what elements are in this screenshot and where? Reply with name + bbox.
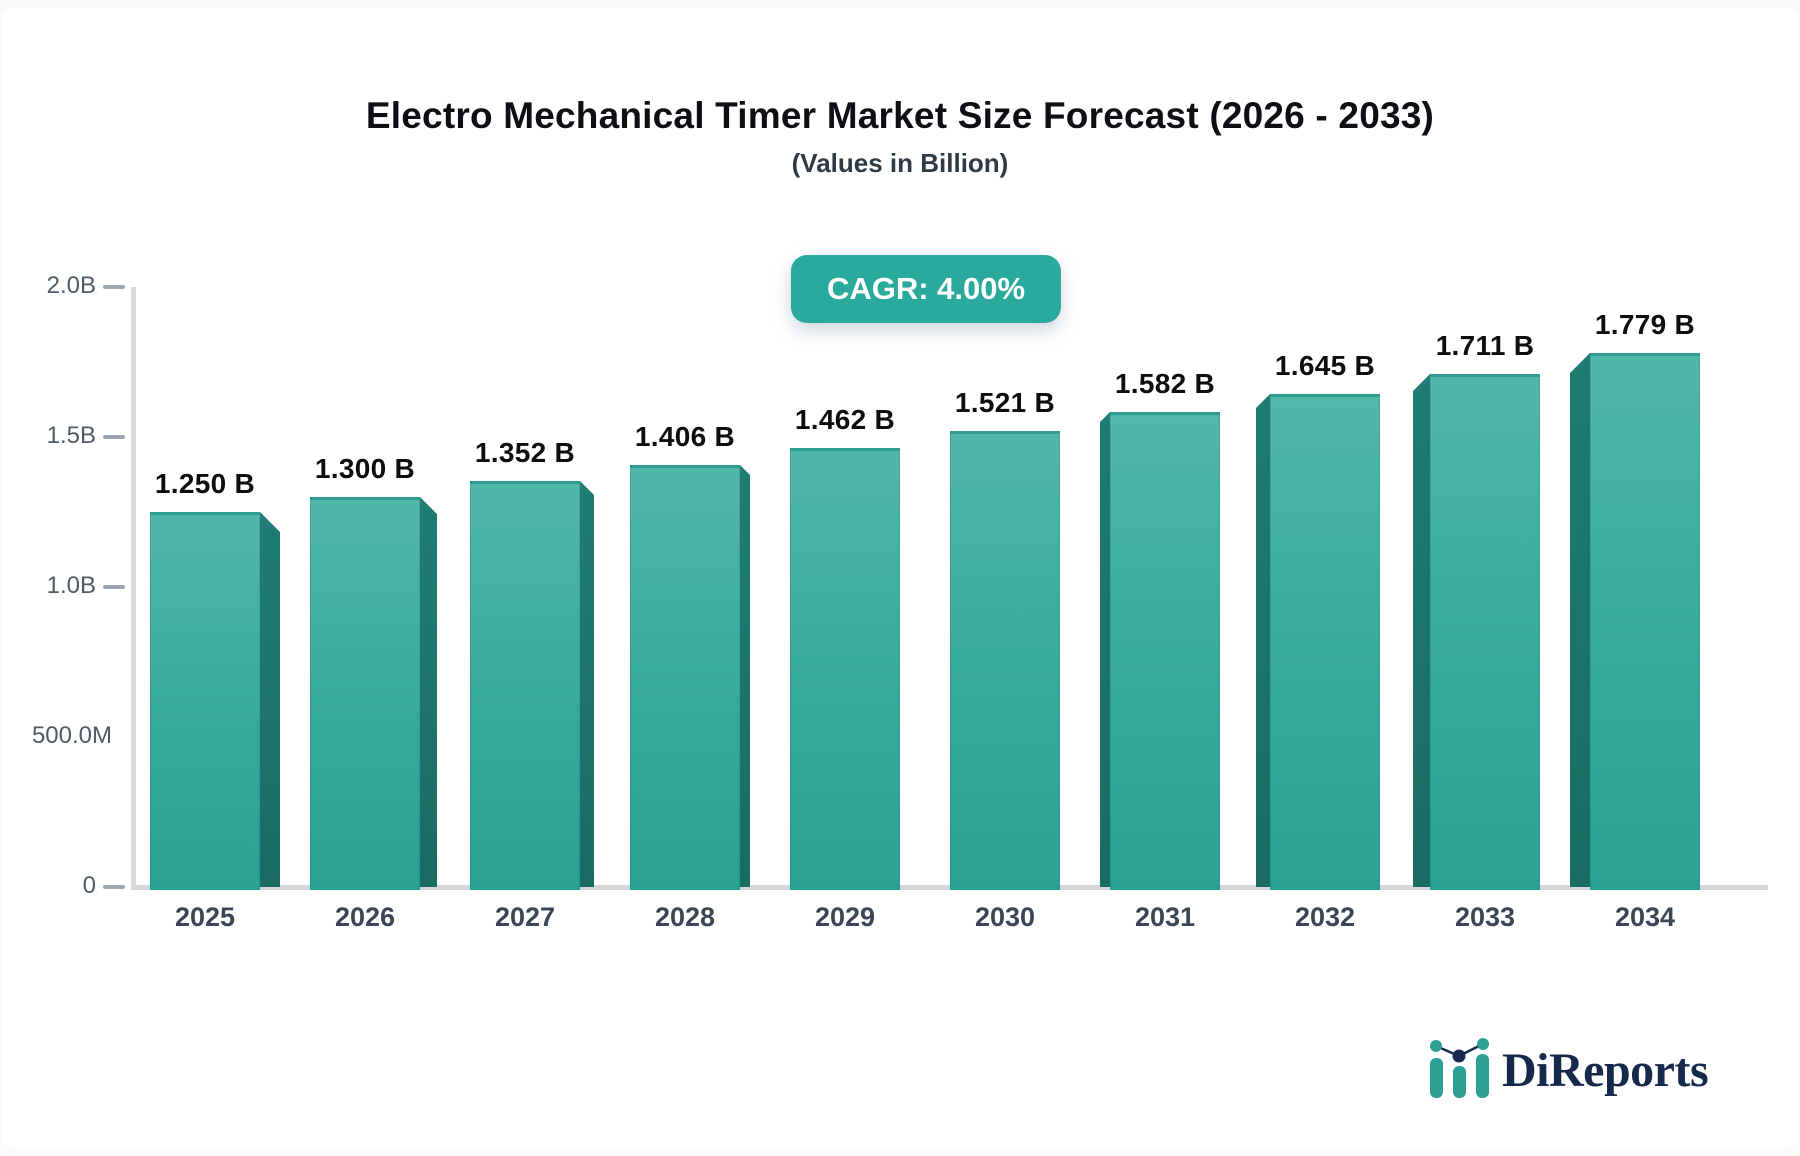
bar-value-label: 1.711 B [1435, 330, 1535, 361]
bar-value-label: 1.645 B [1274, 350, 1376, 381]
chart-subtitle: (Values in Billion) [791, 148, 1009, 178]
bar [1590, 353, 1700, 890]
chart-title: Electro Mechanical Timer Market Size For… [365, 95, 1435, 136]
bar [470, 481, 580, 890]
bar [310, 497, 420, 890]
bar-3d-side [580, 481, 594, 887]
bar-value-label: 1.250 B [154, 468, 256, 499]
bar-value-label: 1.521 B [954, 387, 1056, 418]
bar-3d-side [1256, 394, 1270, 887]
x-axis-label: 2029 [814, 902, 876, 932]
y-axis-tick-label: 1.0B [46, 572, 96, 599]
y-axis-tick-label: 0 [82, 872, 96, 899]
x-axis-label: 2030 [974, 902, 1036, 932]
bar [630, 465, 740, 890]
bar-3d-side [1100, 412, 1110, 887]
bar [1270, 394, 1380, 890]
x-axis-label: 2025 [174, 902, 236, 932]
x-axis-label: 2026 [334, 902, 396, 932]
x-axis-label: 2028 [654, 902, 716, 932]
bar-3d-side [1413, 374, 1430, 887]
x-axis-label: 2034 [1614, 902, 1676, 932]
y-axis-line [131, 287, 136, 889]
bar-value-label: 1.462 B [794, 404, 896, 435]
bar-value-label: 1.779 B [1594, 309, 1696, 340]
y-axis-tick-dash [103, 435, 125, 439]
x-axis-baseline [131, 885, 1768, 890]
bar-value-label: 1.582 B [1114, 368, 1216, 399]
y-axis-tick-dash [103, 585, 125, 589]
y-axis-tick-label: 500.0M [31, 722, 112, 749]
bar-value-label: 1.300 B [314, 453, 416, 484]
bar [1430, 374, 1540, 890]
x-axis-label: 2027 [494, 902, 556, 932]
bar-3d-side [740, 465, 750, 887]
y-axis-tick-label: 2.0B [46, 272, 96, 299]
y-axis-tick-dash [103, 285, 125, 289]
bar-3d-side [420, 497, 437, 887]
x-axis-label: 2033 [1454, 902, 1516, 932]
y-axis-tick-label: 1.5B [46, 422, 96, 449]
bar [950, 431, 1060, 890]
bar [150, 512, 260, 890]
x-axis-label: 2031 [1134, 902, 1196, 932]
bar-value-label: 1.406 B [634, 421, 736, 452]
brand-logo: DiReports [1428, 1036, 1709, 1105]
cagr-badge: CAGR: 4.00% [790, 255, 1062, 323]
bar-3d-side [260, 512, 280, 887]
bar-3d-side [1570, 353, 1590, 887]
bar [1110, 412, 1220, 890]
x-axis-label: 2032 [1294, 902, 1356, 932]
bar [790, 448, 900, 890]
mini-bar-line-chart-icon [1428, 1036, 1494, 1105]
y-axis-tick-dash [103, 885, 125, 889]
brand-logo-text: DiReports [1502, 1043, 1709, 1097]
bar-value-label: 1.352 B [474, 437, 576, 468]
